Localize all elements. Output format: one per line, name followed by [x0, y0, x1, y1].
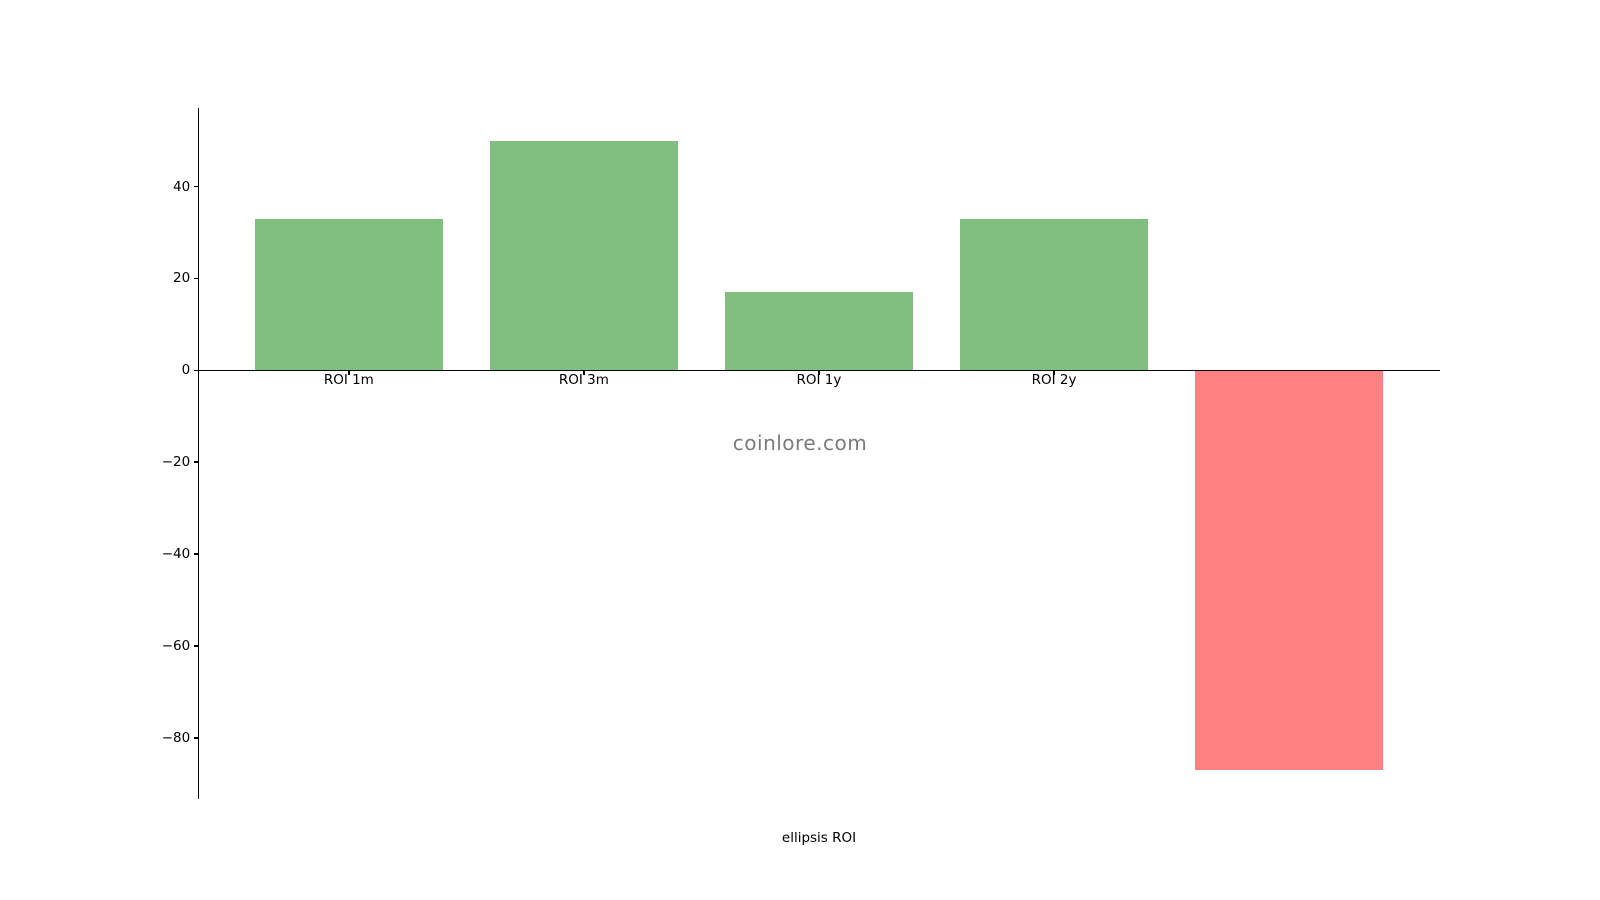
x-tick-label: ROI 2y [1031, 371, 1077, 388]
y-tick-mark [193, 645, 199, 647]
x-tick-label: ROI 3m [558, 371, 609, 388]
y-tick-label: 40 [173, 178, 191, 195]
y-tick-label: −40 [161, 546, 191, 563]
x-tick-label: ROI 1y [796, 371, 842, 388]
y-tick-label: −60 [161, 637, 191, 654]
y-tick-mark [193, 369, 199, 371]
bar-roi-1m [254, 218, 443, 371]
y-tick-mark [193, 553, 199, 555]
x-tick-mark [1053, 370, 1055, 375]
y-axis-spine [197, 107, 200, 799]
x-tick-mark [818, 370, 820, 375]
bar-roi-2y [959, 218, 1148, 371]
y-tick-mark [193, 277, 199, 280]
x-axis-zero-line [197, 369, 1441, 371]
y-tick-label: −80 [161, 729, 191, 746]
y-tick-label: 0 [181, 362, 191, 379]
y-tick-label: 20 [173, 270, 191, 287]
bar-roi-3m [489, 140, 678, 371]
bar-hidden-4 [1195, 370, 1384, 770]
bar-roi-1y [724, 292, 913, 371]
y-tick-mark [193, 185, 199, 188]
y-tick-label: −20 [161, 454, 191, 471]
x-axis-title: ellipsis ROI [781, 830, 857, 846]
x-tick-mark [348, 370, 350, 375]
x-tick-mark [583, 370, 585, 375]
watermark: coinlore.com [732, 431, 868, 455]
y-tick-mark [193, 737, 199, 739]
y-tick-mark [193, 461, 199, 463]
x-tick-label: ROI 1m [323, 371, 374, 388]
